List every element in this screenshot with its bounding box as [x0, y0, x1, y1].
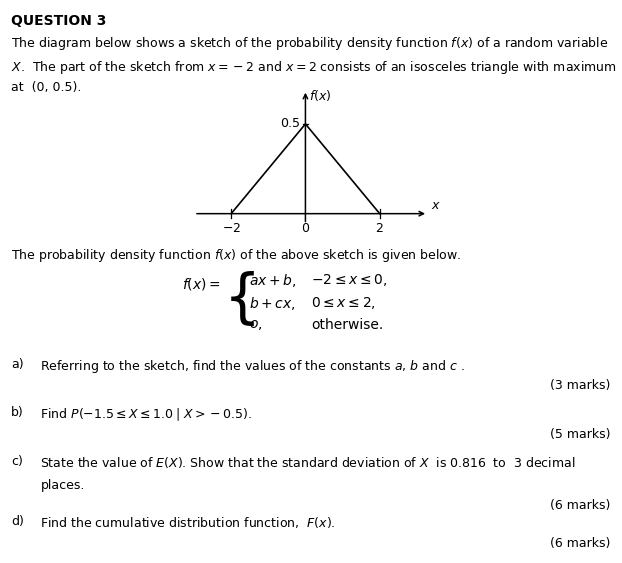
Text: $2$: $2$ [376, 222, 384, 235]
Text: c): c) [11, 455, 23, 468]
Text: $x$: $x$ [431, 199, 441, 212]
Text: d): d) [11, 515, 24, 528]
Text: Find $P(-1.5 \leq X \leq 1.0 \mid X > -0.5)$.: Find $P(-1.5 \leq X \leq 1.0 \mid X > -0… [40, 406, 253, 423]
Text: {: { [224, 271, 261, 328]
Text: places.: places. [40, 479, 85, 491]
Text: $ax+b,$: $ax+b,$ [249, 272, 296, 289]
Text: Find the cumulative distribution function,  $F(x)$.: Find the cumulative distribution functio… [40, 515, 336, 530]
Text: $f(x) =$: $f(x) =$ [182, 276, 221, 292]
Text: (6 marks): (6 marks) [550, 537, 611, 549]
Text: State the value of $E(X)$. Show that the standard deviation of $X$  is 0.816  to: State the value of $E(X)$. Show that the… [40, 455, 576, 470]
Text: (6 marks): (6 marks) [550, 499, 611, 512]
Text: (5 marks): (5 marks) [550, 428, 611, 441]
Text: QUESTION 3: QUESTION 3 [11, 14, 106, 28]
Text: $o,$: $o,$ [249, 318, 262, 332]
Text: (3 marks): (3 marks) [550, 379, 611, 392]
Text: The probability density function $f(x)$ of the above sketch is given below.: The probability density function $f(x)$ … [11, 247, 462, 263]
Text: $0 \leq x \leq 2,$: $0 \leq x \leq 2,$ [311, 295, 376, 311]
Text: $0.5$: $0.5$ [280, 118, 300, 131]
Text: Referring to the sketch, find the values of the constants $\mathit{a}$, $\mathit: Referring to the sketch, find the values… [40, 358, 465, 374]
Text: The diagram below shows a sketch of the probability density function $f(x)$ of a: The diagram below shows a sketch of the … [11, 35, 617, 94]
Text: b): b) [11, 406, 24, 419]
Text: otherwise.: otherwise. [311, 318, 383, 332]
Text: $-2$: $-2$ [221, 222, 241, 235]
Text: a): a) [11, 358, 24, 370]
Text: $b+cx,$: $b+cx,$ [249, 295, 295, 312]
Text: $f(x)$: $f(x)$ [309, 88, 332, 103]
Text: $0$: $0$ [301, 222, 310, 235]
Text: $-2 \leq x \leq 0,$: $-2 \leq x \leq 0,$ [311, 272, 388, 288]
